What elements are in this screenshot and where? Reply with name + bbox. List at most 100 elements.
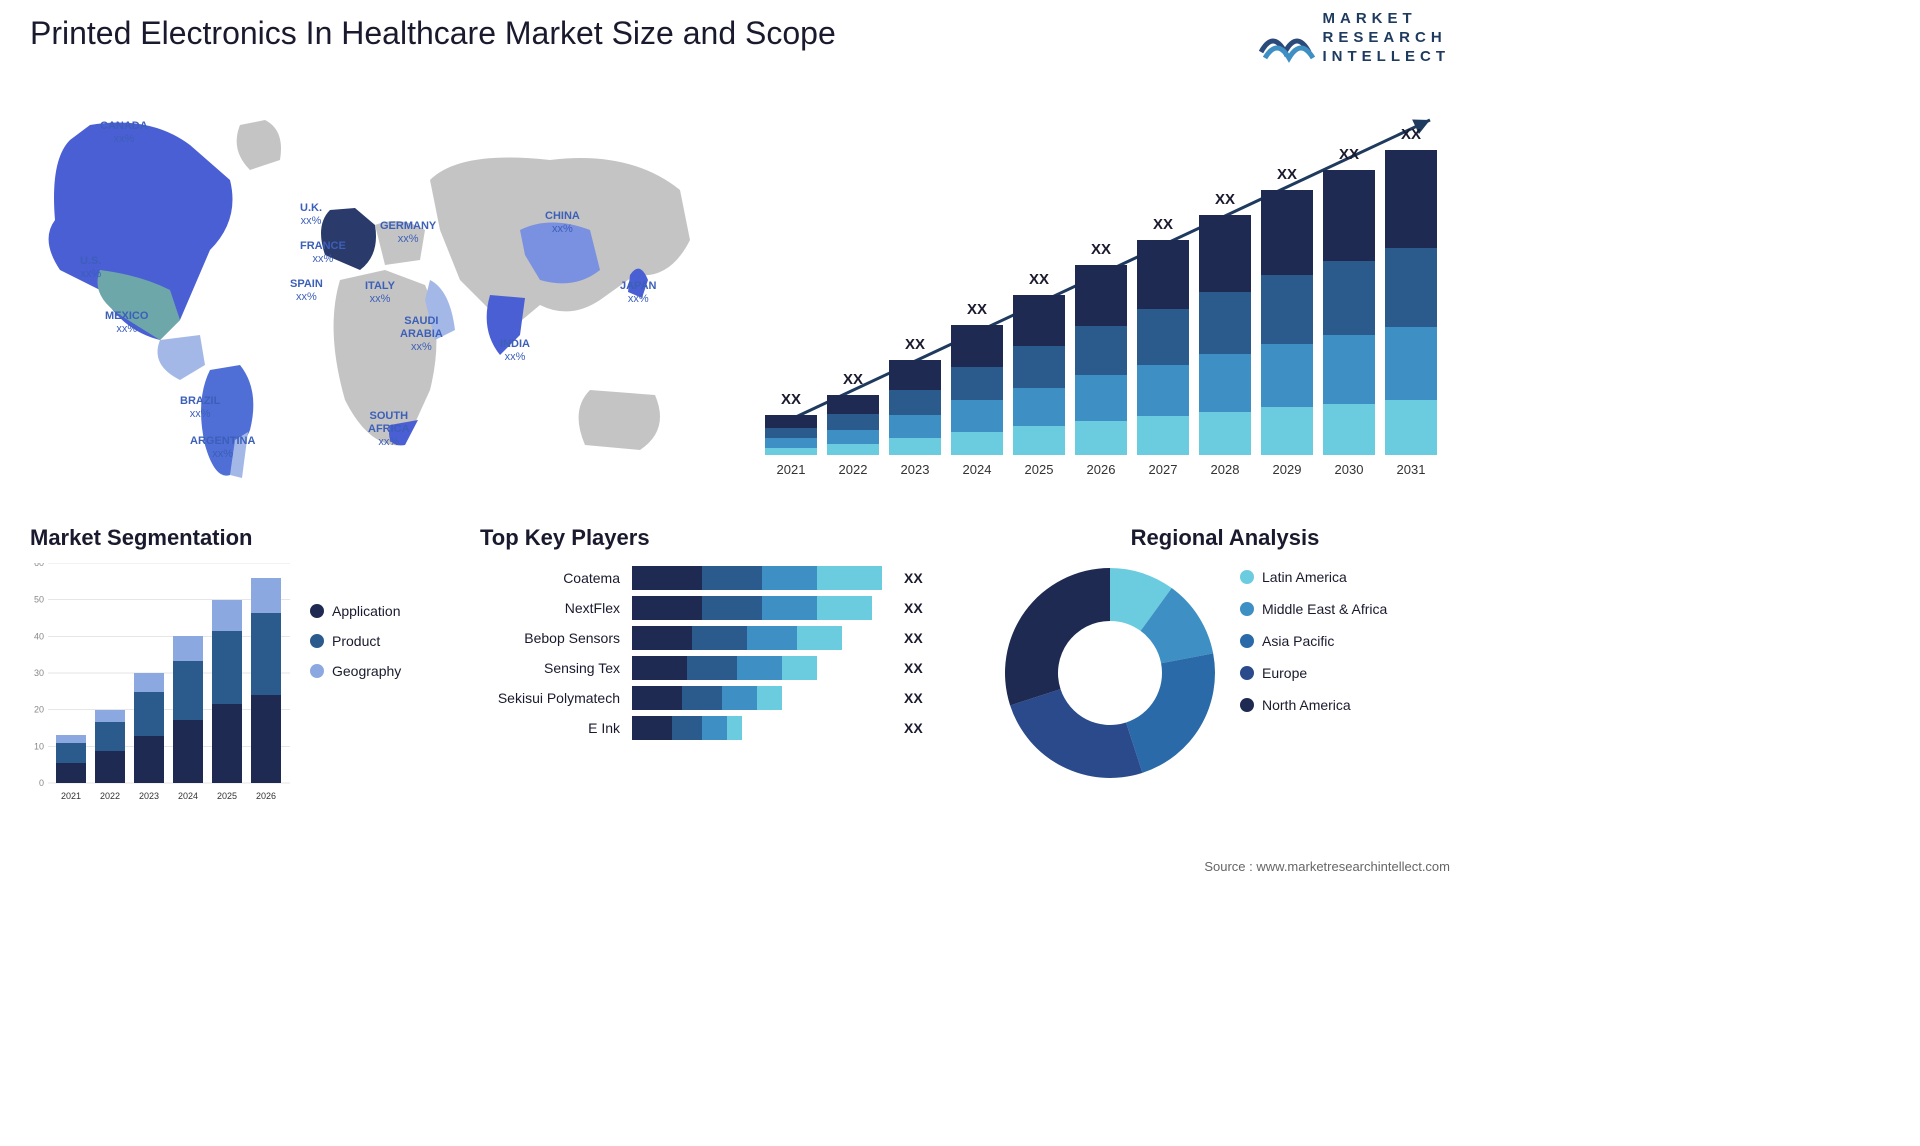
player-value: XX bbox=[904, 600, 923, 616]
player-value: XX bbox=[904, 630, 923, 646]
bar-segment bbox=[1137, 416, 1189, 455]
segmentation-year-label: 2024 bbox=[173, 791, 203, 801]
bar-segment bbox=[134, 736, 164, 783]
bar-segment bbox=[727, 716, 742, 740]
segmentation-year-label: 2022 bbox=[95, 791, 125, 801]
growth-year-label: 2028 bbox=[1199, 462, 1251, 477]
bar-segment bbox=[56, 763, 86, 783]
map-label: U.K.xx% bbox=[300, 202, 322, 228]
legend-item: Latin America bbox=[1240, 569, 1387, 585]
bar-segment bbox=[632, 626, 692, 650]
growth-value-label: XX bbox=[827, 371, 879, 388]
growth-value-label: XX bbox=[1323, 146, 1375, 163]
legend-item: Europe bbox=[1240, 665, 1387, 681]
bar-segment bbox=[702, 566, 762, 590]
legend-item: Application bbox=[310, 603, 401, 619]
regional-section: Regional Analysis Latin America Middle Ea… bbox=[1000, 525, 1450, 783]
source-label: Source : www.marketresearchintellect.com bbox=[1204, 859, 1450, 874]
logo-line2: RESEARCH bbox=[1323, 29, 1451, 48]
map-label: U.S.xx% bbox=[80, 255, 101, 281]
bar-segment bbox=[1199, 354, 1251, 412]
legend-label: Middle East & Africa bbox=[1262, 601, 1387, 617]
svg-text:0: 0 bbox=[39, 778, 44, 788]
segmentation-bar: 2026 bbox=[251, 578, 281, 783]
segmentation-bar: 2025 bbox=[212, 600, 242, 783]
bar-segment bbox=[632, 686, 682, 710]
map-label: CHINAxx% bbox=[545, 210, 580, 236]
segmentation-title: Market Segmentation bbox=[30, 525, 450, 551]
bar-segment bbox=[1323, 335, 1375, 403]
segmentation-year-label: 2025 bbox=[212, 791, 242, 801]
bar-segment bbox=[632, 716, 672, 740]
bar-segment bbox=[251, 695, 281, 783]
bar-segment bbox=[797, 626, 842, 650]
svg-text:10: 10 bbox=[34, 741, 44, 751]
bar-segment bbox=[827, 395, 879, 414]
bar-segment bbox=[1137, 309, 1189, 365]
bar-segment bbox=[212, 631, 242, 704]
player-bar bbox=[632, 566, 892, 590]
bar-segment bbox=[827, 444, 879, 455]
growth-year-label: 2029 bbox=[1261, 462, 1313, 477]
regional-donut bbox=[1000, 563, 1220, 783]
growth-bar: 2031XX bbox=[1385, 150, 1437, 455]
player-bar bbox=[632, 596, 892, 620]
map-label: FRANCExx% bbox=[300, 240, 346, 266]
player-name: NextFlex bbox=[480, 600, 620, 616]
growth-value-label: XX bbox=[1075, 241, 1127, 258]
bar-segment bbox=[1075, 326, 1127, 375]
bar-segment bbox=[951, 432, 1003, 455]
legend-dot bbox=[1240, 570, 1254, 584]
growth-value-label: XX bbox=[765, 391, 817, 408]
bar-segment bbox=[251, 613, 281, 695]
segmentation-bar: 2023 bbox=[134, 673, 164, 783]
segmentation-year-label: 2021 bbox=[56, 791, 86, 801]
map-label: SOUTHAFRICAxx% bbox=[368, 410, 410, 450]
growth-year-label: 2030 bbox=[1323, 462, 1375, 477]
svg-text:50: 50 bbox=[34, 595, 44, 605]
map-label: JAPANxx% bbox=[620, 280, 656, 306]
player-row: E InkXX bbox=[480, 716, 960, 740]
bar-segment bbox=[1385, 248, 1437, 327]
growth-year-label: 2031 bbox=[1385, 462, 1437, 477]
page-title: Printed Electronics In Healthcare Market… bbox=[30, 15, 836, 52]
bar-segment bbox=[782, 656, 817, 680]
legend-dot bbox=[1240, 634, 1254, 648]
bar-segment bbox=[212, 600, 242, 631]
map-label: ARGENTINAxx% bbox=[190, 435, 255, 461]
growth-year-label: 2024 bbox=[951, 462, 1003, 477]
player-row: Bebop SensorsXX bbox=[480, 626, 960, 650]
bar-segment bbox=[765, 428, 817, 438]
bar-segment bbox=[134, 673, 164, 692]
bar-segment bbox=[173, 636, 203, 661]
legend-dot bbox=[1240, 602, 1254, 616]
map-label: GERMANYxx% bbox=[380, 220, 436, 246]
bar-segment bbox=[722, 686, 757, 710]
growth-bar: 2023XX bbox=[889, 360, 941, 455]
players-section: Top Key Players CoatemaXXNextFlexXXBebop… bbox=[480, 525, 960, 746]
bar-segment bbox=[134, 692, 164, 736]
legend-label: Latin America bbox=[1262, 569, 1347, 585]
bar-segment bbox=[1261, 190, 1313, 275]
bar-segment bbox=[757, 686, 782, 710]
players-title: Top Key Players bbox=[480, 525, 960, 551]
bar-segment bbox=[1013, 426, 1065, 455]
bar-segment bbox=[1137, 365, 1189, 417]
player-bar bbox=[632, 686, 892, 710]
legend-dot bbox=[310, 604, 324, 618]
growth-year-label: 2023 bbox=[889, 462, 941, 477]
bar-segment bbox=[762, 596, 817, 620]
growth-year-label: 2022 bbox=[827, 462, 879, 477]
regional-title: Regional Analysis bbox=[1000, 525, 1450, 551]
bar-segment bbox=[1075, 265, 1127, 326]
bar-segment bbox=[632, 596, 702, 620]
bar-segment bbox=[951, 367, 1003, 401]
player-row: CoatemaXX bbox=[480, 566, 960, 590]
logo-text: MARKET RESEARCH INTELLECT bbox=[1323, 10, 1451, 66]
bar-segment bbox=[737, 656, 782, 680]
player-value: XX bbox=[904, 570, 923, 586]
legend-label: North America bbox=[1262, 697, 1351, 713]
bar-segment bbox=[951, 400, 1003, 431]
growth-bar: 2022XX bbox=[827, 395, 879, 455]
bar-segment bbox=[889, 415, 941, 438]
